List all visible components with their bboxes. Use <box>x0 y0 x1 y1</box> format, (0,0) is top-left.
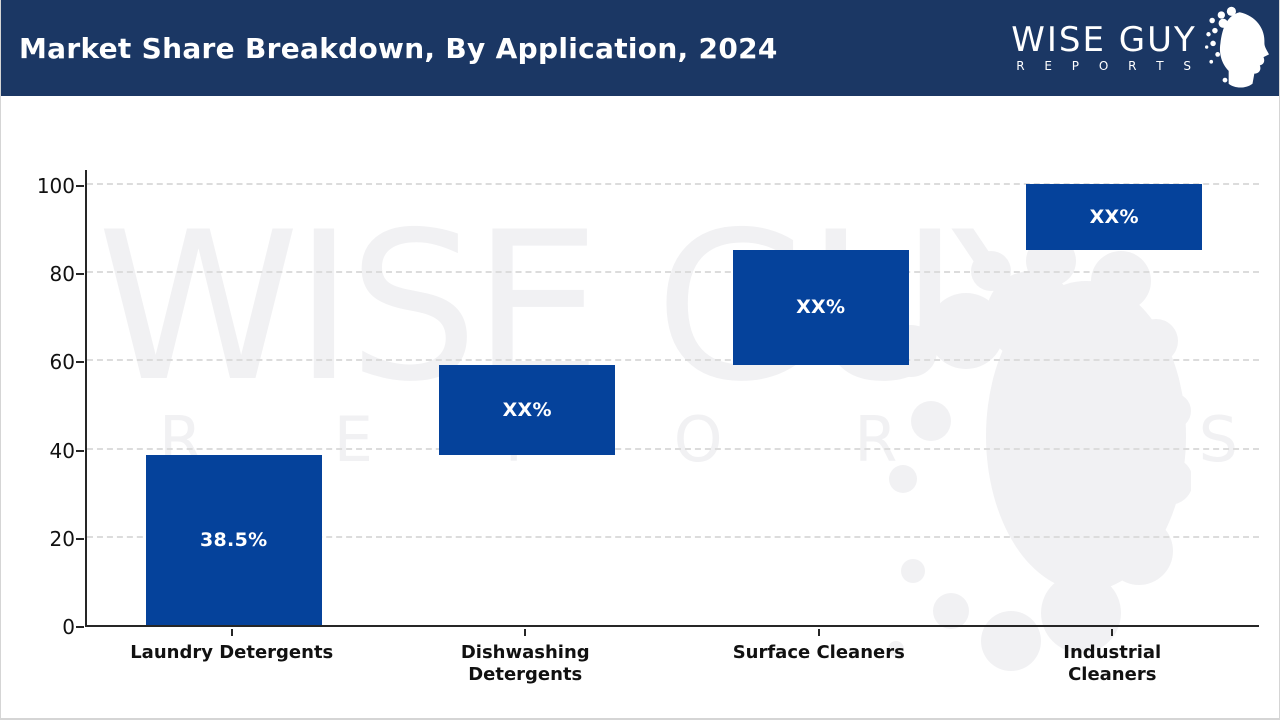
y-tick-label: 20 <box>49 526 75 551</box>
bar-value-label: XX% <box>502 399 552 422</box>
y-tick-mark <box>76 449 84 452</box>
logo-text: WISE GUY R E P O R T S <box>1011 19 1199 74</box>
bar: 38.5% <box>145 455 322 625</box>
y-tick-label: 40 <box>49 438 75 463</box>
y-tick-mark <box>76 361 84 364</box>
logo-head-icon <box>1205 6 1269 88</box>
gridline <box>87 359 1259 362</box>
x-tick-mark <box>524 629 527 636</box>
gridline <box>87 271 1259 274</box>
header-bar: Market Share Breakdown, By Application, … <box>1 0 1279 96</box>
bar: XX% <box>439 364 616 456</box>
x-tick-label: Industrial Cleaners <box>1063 642 1162 685</box>
bar-value-label: XX% <box>796 296 846 319</box>
y-tick-mark <box>76 273 84 276</box>
x-tick-mark <box>1111 629 1114 636</box>
y-tick-label: 0 <box>62 615 75 639</box>
logo-reports-text: R E P O R T S <box>1016 59 1199 74</box>
y-tick-mark <box>76 626 84 628</box>
x-tick-label: Dishwashing Detergents <box>460 642 590 685</box>
bar-value-label: XX% <box>1089 206 1139 229</box>
gridline <box>87 447 1259 450</box>
gridline <box>87 535 1259 538</box>
y-tick-label: 60 <box>49 350 75 375</box>
bar: XX% <box>1026 184 1203 251</box>
y-tick-mark <box>76 185 84 187</box>
y-tick-label: 100 <box>36 174 75 198</box>
plot-area: 38.5% XX% XX% XX% <box>85 170 1259 627</box>
wiseguy-logo: WISE GUY R E P O R T S <box>1011 6 1269 90</box>
y-tick-mark <box>76 537 84 540</box>
logo-wiseguy-text: WISE GUY <box>1011 19 1197 60</box>
x-tick-label: Laundry Detergents <box>130 642 334 663</box>
page-title: Market Share Breakdown, By Application, … <box>19 31 778 65</box>
x-tick-label: Surface Cleaners <box>732 642 905 663</box>
y-tick-label: 80 <box>49 262 75 287</box>
x-tick-mark <box>230 629 233 636</box>
gridline <box>87 183 1259 185</box>
x-tick-mark <box>817 629 820 636</box>
bar: XX% <box>732 250 909 365</box>
bar-value-label: 38.5% <box>200 529 268 552</box>
